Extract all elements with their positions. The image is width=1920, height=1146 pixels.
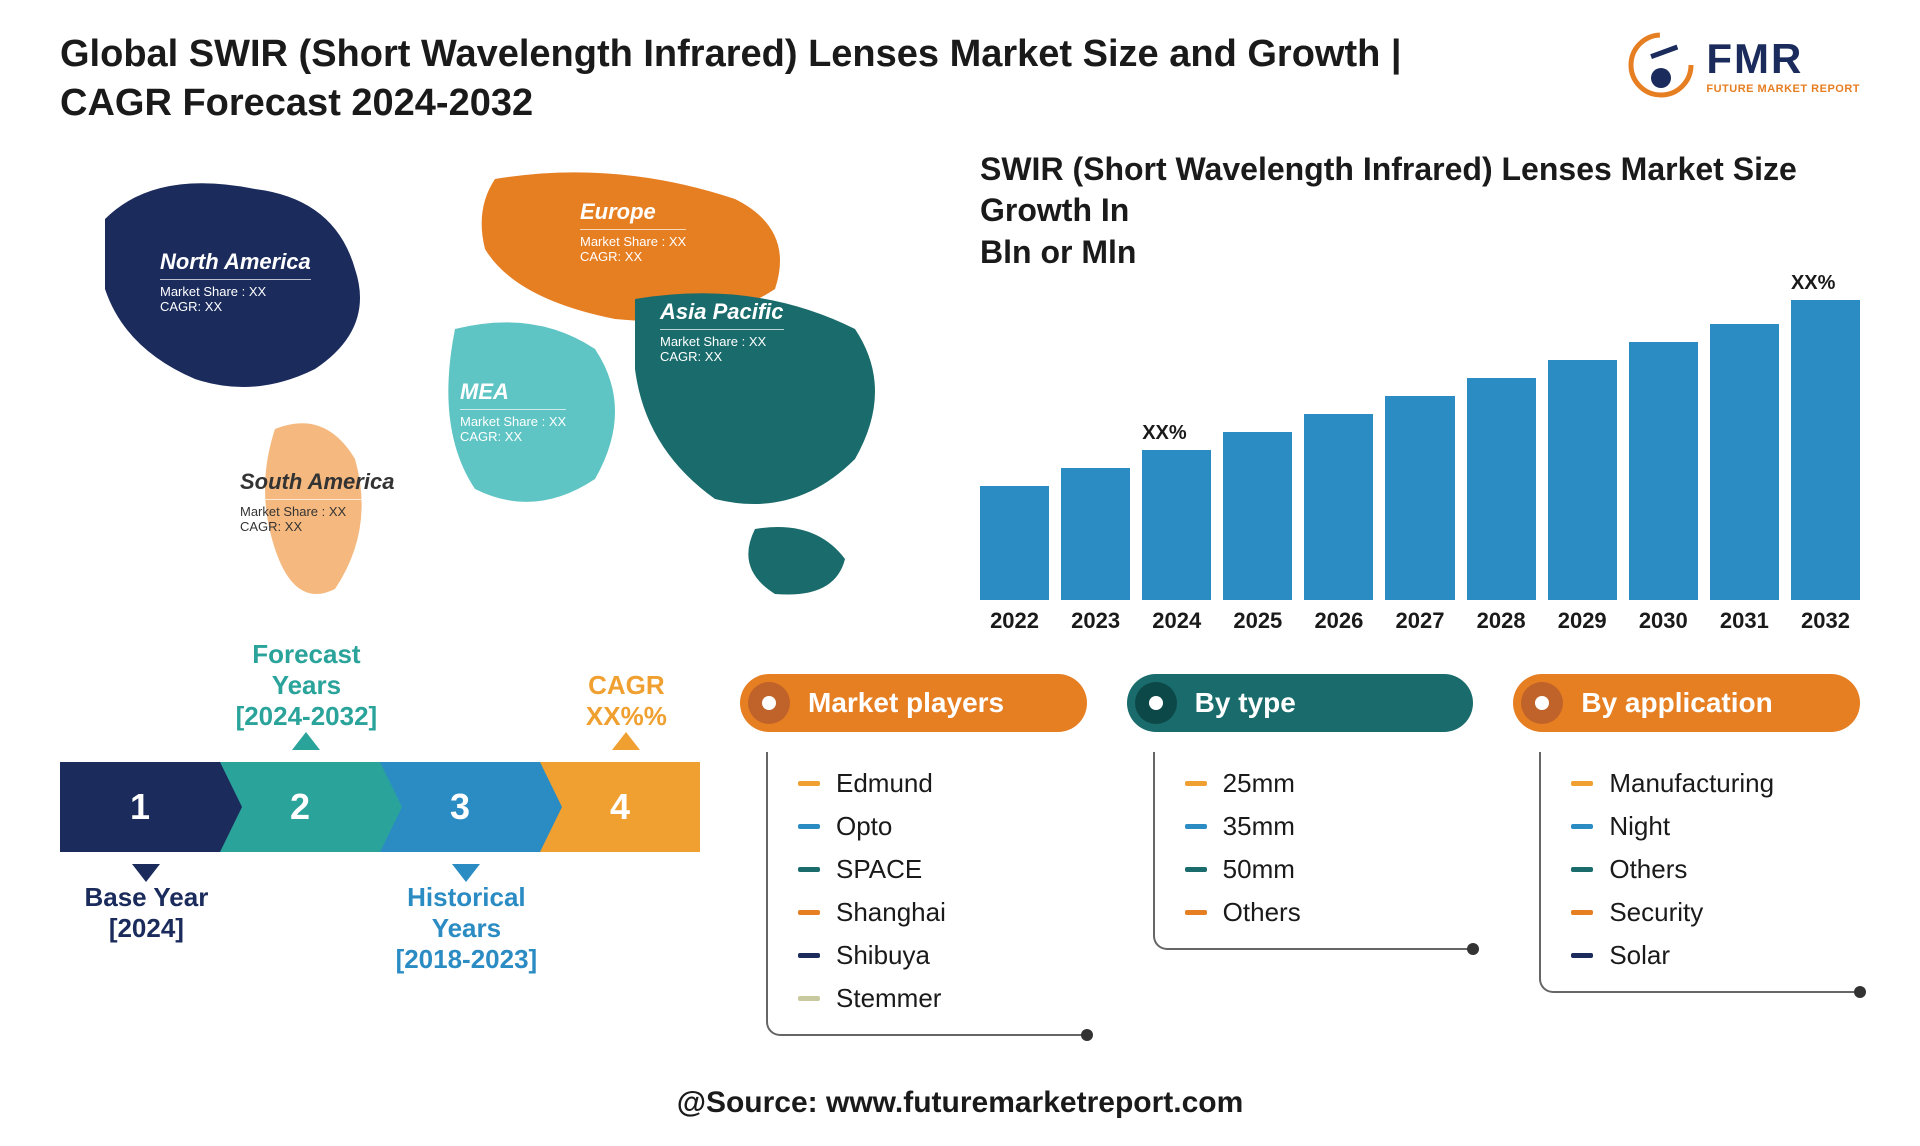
bar-column: 2025 xyxy=(1223,432,1292,634)
category-item: 25mm xyxy=(1185,762,1474,805)
logo-icon xyxy=(1626,30,1696,100)
category-item: 35mm xyxy=(1185,805,1474,848)
map-region-label: South AmericaMarket Share : XXCAGR: XX xyxy=(240,469,394,534)
category-item: Night xyxy=(1571,805,1860,848)
category-item: Security xyxy=(1571,891,1860,934)
category-item: Stemmer xyxy=(798,977,1087,1020)
category-item: Others xyxy=(1571,848,1860,891)
timeline-label: Base Year[2024] xyxy=(73,860,220,944)
category-item: Opto xyxy=(798,805,1087,848)
timeline-label: CAGRXX%% xyxy=(553,670,700,754)
bar-column: 2026 xyxy=(1304,414,1373,634)
timeline-segment: 2 xyxy=(220,762,380,852)
map-region-label: EuropeMarket Share : XXCAGR: XX xyxy=(580,199,686,264)
category-item: Others xyxy=(1185,891,1474,934)
category-column: By application ManufacturingNightOthersSe… xyxy=(1513,674,1860,1036)
page-title: Global SWIR (Short Wavelength Infrared) … xyxy=(60,30,1460,129)
logo-sub-text: FUTURE MARKET REPORT xyxy=(1706,83,1860,95)
timeline-label: Historical Years[2018-2023] xyxy=(393,860,540,975)
bar-column: 2028 xyxy=(1467,378,1536,634)
bar-column: 2022 xyxy=(980,486,1049,634)
map-region-label: Asia PacificMarket Share : XXCAGR: XX xyxy=(660,299,784,364)
category-item: SPACE xyxy=(798,848,1087,891)
map-region-label: MEAMarket Share : XXCAGR: XX xyxy=(460,379,566,444)
category-item: 50mm xyxy=(1185,848,1474,891)
category-header: By application xyxy=(1513,674,1860,732)
category-header: By type xyxy=(1127,674,1474,732)
timeline: Forecast Years[2024-2032]CAGRXX%% 1234 B… xyxy=(60,674,700,960)
bar-column: XX%2024 xyxy=(1142,450,1211,634)
category-item: Manufacturing xyxy=(1571,762,1860,805)
bar-column: 2030 xyxy=(1629,342,1698,634)
logo-main-text: FMR xyxy=(1706,35,1860,83)
bar-column: 2027 xyxy=(1385,396,1454,634)
timeline-segment: 1 xyxy=(60,762,220,852)
timeline-label: Forecast Years[2024-2032] xyxy=(233,639,380,754)
category-column: By type 25mm35mm50mmOthers xyxy=(1127,674,1474,1036)
category-column: Market players EdmundOptoSPACEShanghaiShi… xyxy=(740,674,1087,1036)
map-region-label: North AmericaMarket Share : XXCAGR: XX xyxy=(160,249,311,314)
chart-title: SWIR (Short Wavelength Infrared) Lenses … xyxy=(980,149,1860,274)
category-item: Shibuya xyxy=(798,934,1087,977)
bar-column: 2031 xyxy=(1710,324,1779,634)
category-item: Edmund xyxy=(798,762,1087,805)
bar-column: 2029 xyxy=(1548,360,1617,634)
bar-column: 2023 xyxy=(1061,468,1130,634)
bar-column: XX%2032 xyxy=(1791,300,1860,634)
timeline-segment: 4 xyxy=(540,762,700,852)
world-map: North AmericaMarket Share : XXCAGR: XX So… xyxy=(60,149,940,629)
category-item: Solar xyxy=(1571,934,1860,977)
category-header: Market players xyxy=(740,674,1087,732)
logo: FMR FUTURE MARKET REPORT xyxy=(1626,30,1860,100)
bar-chart: 20222023XX%20242025202620272028202920302… xyxy=(980,294,1860,634)
source-attribution: @Source: www.futuremarketreport.com xyxy=(60,1086,1860,1120)
category-item: Shanghai xyxy=(798,891,1087,934)
timeline-segment: 3 xyxy=(380,762,540,852)
